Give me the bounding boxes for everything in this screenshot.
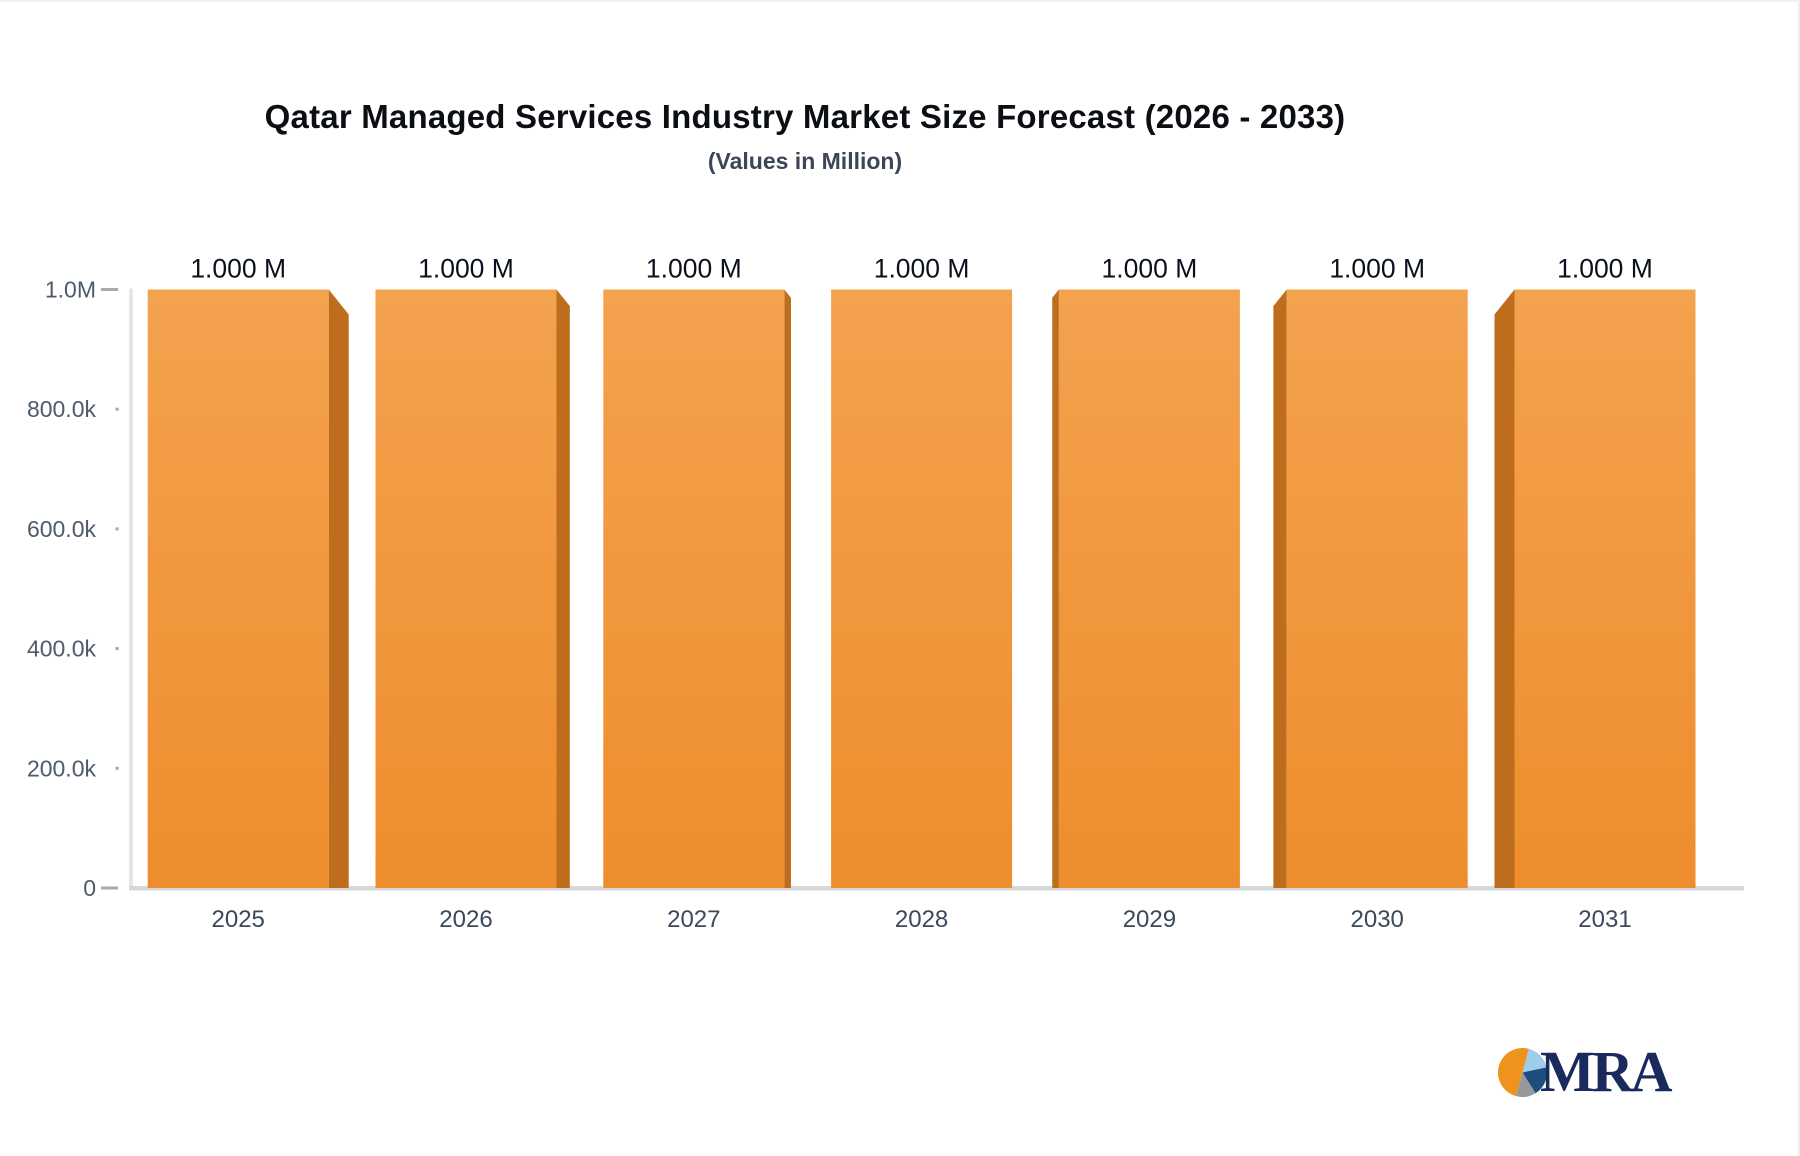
y-axis-line xyxy=(129,288,133,890)
logo-pie-icon xyxy=(1498,1047,1547,1097)
y-axis-tick xyxy=(101,288,118,291)
logo-pie-slice-navy-slice xyxy=(1522,1066,1547,1093)
y-axis-tick xyxy=(115,766,119,770)
bar-side xyxy=(1494,289,1515,888)
chart-title: Qatar Managed Services Industry Market S… xyxy=(264,98,1346,135)
bar-value-label: 1.000 M xyxy=(874,254,970,284)
bar-value-label: 1.000 M xyxy=(1102,254,1198,284)
bar-value-label: 1.000 M xyxy=(190,254,286,284)
y-tick-label: 400.0k xyxy=(27,636,97,662)
y-axis-tick xyxy=(101,886,118,890)
bar-side xyxy=(556,289,570,888)
logo-pie-slice-gray-slice xyxy=(1516,1072,1536,1097)
bar-face xyxy=(831,289,1013,888)
y-axis-tick xyxy=(115,407,119,411)
x-axis-label: 2027 xyxy=(667,906,720,933)
y-tick-label: 200.0k xyxy=(27,755,97,781)
x-axis-label: 2029 xyxy=(1123,906,1176,933)
x-axis-label: 2028 xyxy=(895,906,948,933)
x-axis-label: 2030 xyxy=(1351,906,1404,933)
x-axis-label: 2031 xyxy=(1578,906,1631,933)
bar-value-label: 1.000 M xyxy=(646,254,742,284)
bar-face xyxy=(147,289,329,888)
y-tick-label: 600.0k xyxy=(27,516,97,542)
bar-face xyxy=(1058,289,1240,888)
bar-2028: 1.000 M 2028 xyxy=(831,254,1013,933)
bar-value-label: 1.000 M xyxy=(1329,254,1425,284)
bar-2029: 1.000 M 2029 xyxy=(1052,254,1240,933)
bar-2025: 1.000 M 2025 xyxy=(147,254,349,933)
mra-logo: MRA xyxy=(1498,1039,1673,1104)
x-axis-label: 2026 xyxy=(439,906,492,933)
bar-value-label: 1.000 M xyxy=(1557,254,1653,284)
bar-side xyxy=(784,289,791,888)
y-axis-tick xyxy=(115,527,119,531)
chart-subtitle: (Values in Million) xyxy=(707,148,903,174)
bar-2027: 1.000 M 2027 xyxy=(603,254,791,933)
x-axis-line xyxy=(129,886,1744,891)
y-axis-tick xyxy=(115,647,119,651)
logo-pie-slice-lightblue-slice xyxy=(1522,1048,1547,1072)
bar-face xyxy=(1286,289,1468,888)
bar-face xyxy=(375,289,557,888)
chart-header: Qatar Managed Services Industry Market S… xyxy=(0,98,1610,175)
bar-value-label: 1.000 M xyxy=(418,254,514,284)
bar-side xyxy=(1052,289,1059,888)
bar-2026: 1.000 M 2026 xyxy=(375,254,570,933)
y-tick-label: 1.0M xyxy=(45,277,96,303)
logo-text: MRA xyxy=(1540,1039,1673,1104)
y-tick-label: 0 xyxy=(83,875,96,901)
bar-face xyxy=(603,289,785,888)
x-axis-label: 2025 xyxy=(212,906,265,933)
bar-face xyxy=(1514,289,1696,888)
y-tick-label: 800.0k xyxy=(27,396,97,422)
bar-side xyxy=(328,289,349,888)
bar-2031: 1.000 M 2031 xyxy=(1494,254,1696,933)
logo-pie-slice-orange-slice xyxy=(1498,1047,1529,1096)
bar-2030: 1.000 M 2030 xyxy=(1273,254,1468,933)
bar-side xyxy=(1273,289,1287,888)
